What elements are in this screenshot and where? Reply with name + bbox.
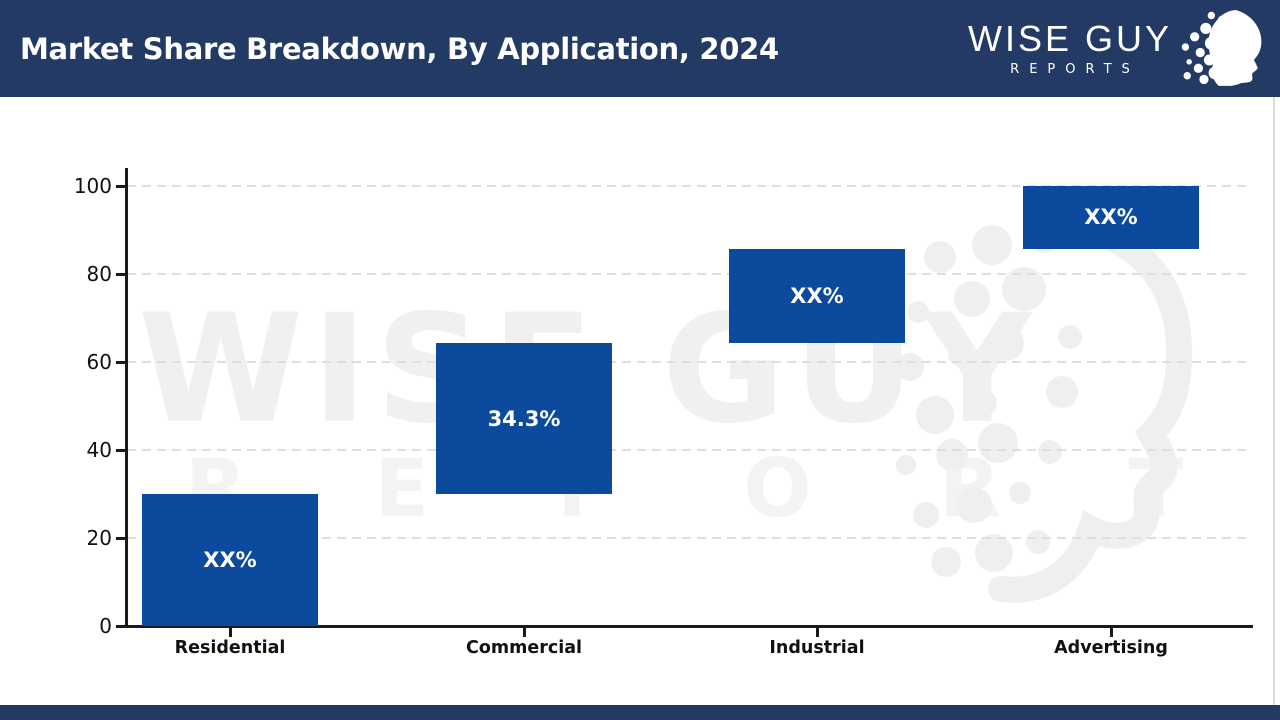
brand-logo-text: WISE GUY REPORTS	[967, 18, 1172, 77]
gridline	[127, 361, 1247, 363]
footer-band	[0, 705, 1280, 720]
x-tick-mark	[1109, 628, 1113, 637]
face-profile-icon	[1178, 5, 1266, 93]
y-tick-label: 60	[86, 350, 112, 374]
x-tick-mark	[228, 628, 232, 637]
y-tick-label: 80	[86, 262, 112, 286]
header-band: Market Share Breakdown, By Application, …	[0, 0, 1280, 97]
y-tick-mark	[116, 624, 125, 628]
x-tick-label: Advertising	[1054, 638, 1168, 658]
gridline	[127, 273, 1247, 275]
bar-advertising: XX%	[1023, 186, 1199, 249]
bar-residential: XX%	[142, 494, 318, 626]
gridline	[127, 449, 1247, 451]
y-tick-mark	[116, 360, 125, 364]
bar-value-label: 34.3%	[487, 406, 561, 431]
gridline	[127, 537, 1247, 539]
y-tick-mark	[116, 272, 125, 276]
watermark-subword: R E P O R T S	[185, 442, 1280, 535]
y-tick-mark	[116, 184, 125, 188]
bar-value-label: XX%	[1084, 205, 1138, 230]
page-border-right	[1273, 97, 1275, 705]
y-tick-label: 40	[86, 438, 112, 462]
x-tick-label: Residential	[174, 638, 286, 658]
page-title: Market Share Breakdown, By Application, …	[20, 31, 779, 66]
bar-industrial: XX%	[729, 248, 905, 344]
x-tick-label: Industrial	[769, 638, 865, 658]
bar-commercial: 34.3%	[436, 343, 612, 494]
x-tick-label: Commercial	[465, 638, 582, 658]
y-tick-label: 0	[99, 614, 112, 638]
y-axis-spine	[125, 168, 128, 628]
bar-value-label: XX%	[203, 548, 257, 572]
x-tick-mark	[522, 628, 526, 637]
watermark-face-icon	[880, 216, 1200, 611]
brand-logo: WISE GUY REPORTS	[968, 5, 1266, 93]
gridline	[127, 185, 1247, 187]
bar-value-label: XX%	[790, 283, 844, 308]
y-tick-mark	[116, 448, 125, 452]
x-tick-mark	[815, 628, 819, 637]
y-tick-label: 100	[73, 174, 112, 198]
y-tick-mark	[116, 536, 125, 540]
y-tick-label: 20	[86, 526, 112, 550]
brand-subname: REPORTS	[1010, 62, 1140, 77]
brand-name: WISE GUY	[967, 18, 1172, 59]
x-axis-spine	[125, 625, 1253, 628]
